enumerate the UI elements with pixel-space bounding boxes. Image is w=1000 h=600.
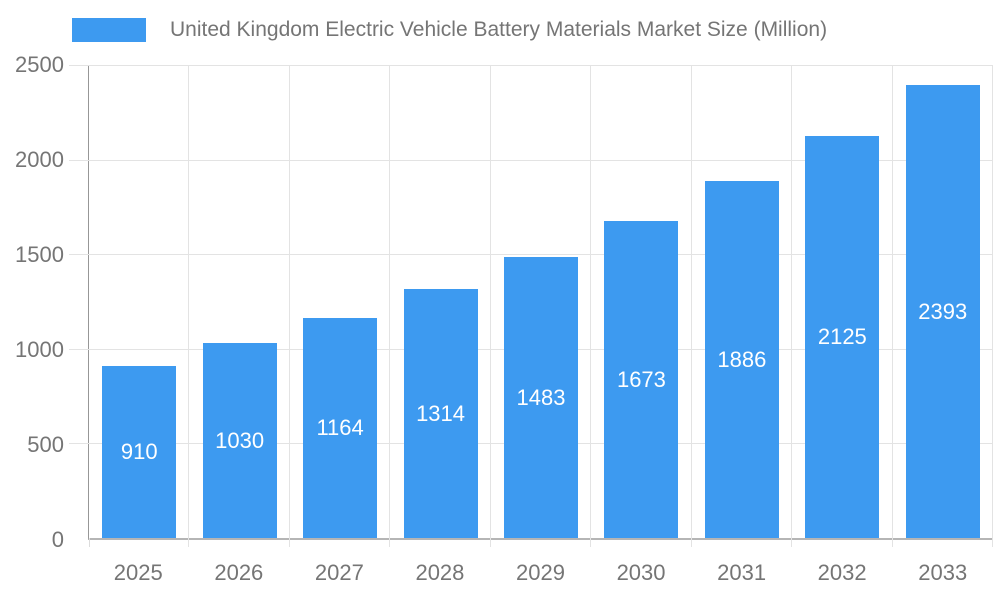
bar-2025[interactable]: 910 xyxy=(102,365,177,538)
plot-area: 910 1030 1164 1314 1483 1673 1886 2125 2393 xyxy=(69,65,993,547)
x-tick-label-2028: 2028 xyxy=(415,560,465,585)
bar-value-label-2031: 1886 xyxy=(717,346,767,372)
gridline-x-3 xyxy=(389,65,391,547)
legend[interactable]: United Kingdom Electric Vehicle Battery … xyxy=(72,16,827,44)
bar-value-label-2026: 1030 xyxy=(215,427,265,453)
legend-swatch xyxy=(72,18,146,42)
gridline-x-1 xyxy=(188,65,190,547)
y-tick-label-2500: 2500 xyxy=(15,52,64,77)
y-tick-label-2000: 2000 xyxy=(15,147,64,172)
x-tick-label-2027: 2027 xyxy=(314,560,364,585)
x-tick-label-2030: 2030 xyxy=(616,560,666,585)
y-tick-label-500: 500 xyxy=(27,432,64,457)
bar-value-label-2030: 1673 xyxy=(616,366,666,392)
bar-2026[interactable]: 1030 xyxy=(202,343,277,538)
gridline-x-6 xyxy=(690,65,692,547)
gridline-x-7 xyxy=(791,65,793,547)
bar-2031[interactable]: 1886 xyxy=(704,181,779,538)
gridline-y-2000 xyxy=(69,159,993,161)
bar-2029[interactable]: 1483 xyxy=(504,257,578,538)
bar-2033[interactable]: 2393 xyxy=(905,85,980,538)
x-tick-label-2031: 2031 xyxy=(717,560,767,585)
legend-label: United Kingdom Electric Vehicle Battery … xyxy=(170,18,828,41)
bar-value-label-2025: 910 xyxy=(120,438,158,464)
bar-value-label-2032: 2125 xyxy=(817,323,867,349)
bar-2032[interactable]: 2125 xyxy=(805,135,880,538)
bar-value-label-2027: 1164 xyxy=(316,414,364,440)
gridline-y-2500 xyxy=(69,65,993,66)
gridline-x-2 xyxy=(288,65,290,547)
gridline-x-4 xyxy=(489,65,491,547)
x-tick-label-2026: 2026 xyxy=(214,560,264,585)
bar-2027[interactable]: 1164 xyxy=(303,317,378,538)
x-tick-label-2025: 2025 xyxy=(113,560,163,585)
gridline-x-8 xyxy=(891,65,893,547)
x-axis-tick-0 xyxy=(89,538,90,547)
y-tick-label-1500: 1500 xyxy=(15,242,64,267)
bar-value-label-2028: 1314 xyxy=(416,400,466,426)
x-tick-label-2033: 2033 xyxy=(918,560,968,585)
x-tick-label-2032: 2032 xyxy=(817,560,867,585)
gridline-x-9 xyxy=(992,65,993,547)
bar-2028[interactable]: 1314 xyxy=(403,289,478,538)
gridline-x-5 xyxy=(590,65,592,547)
y-tick-label-0: 0 xyxy=(51,527,64,552)
bar-value-label-2033: 2393 xyxy=(918,298,968,324)
gridline-y-1500 xyxy=(69,254,993,256)
bar-value-label-2029: 1483 xyxy=(516,384,566,410)
bar-2030[interactable]: 1673 xyxy=(604,221,679,538)
y-tick-label-1000: 1000 xyxy=(15,337,64,362)
x-tick-label-2029: 2029 xyxy=(516,560,565,585)
